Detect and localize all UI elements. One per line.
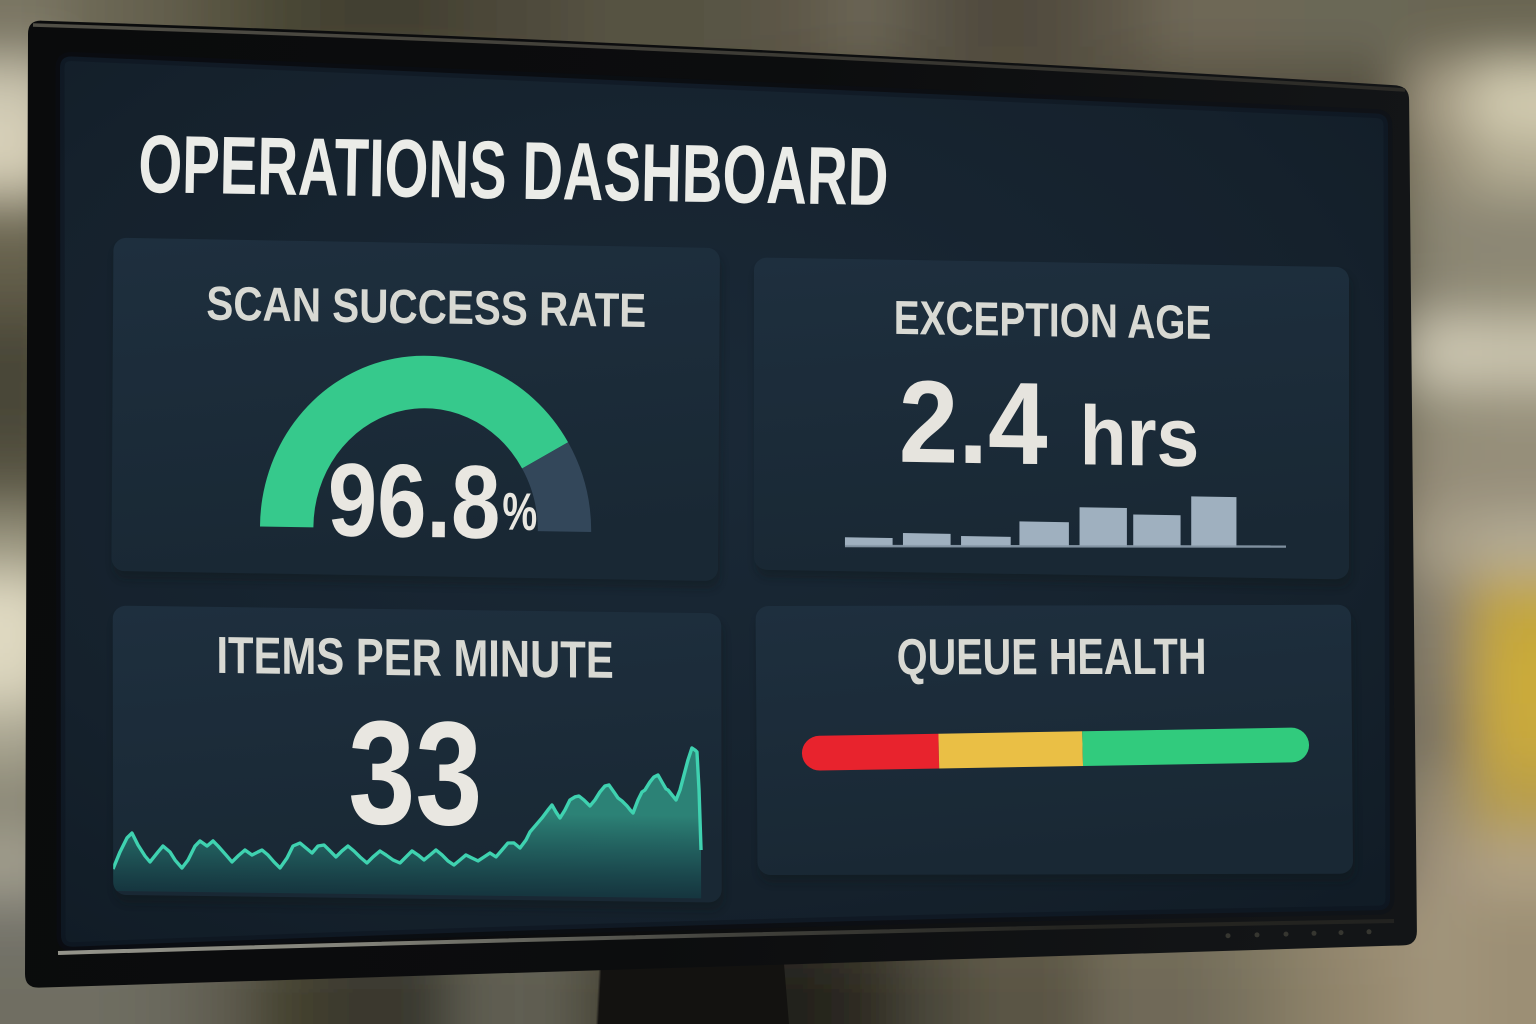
svg-text:OPERATIONS DASHBOARD: OPERATIONS DASHBOARD (138, 119, 889, 223)
svg-text:SCAN SUCCESS RATE: SCAN SUCCESS RATE (206, 277, 646, 338)
svg-text:hrs: hrs (1080, 389, 1200, 485)
svg-text:ITEMS PER MINUTE: ITEMS PER MINUTE (216, 626, 613, 690)
svg-text:%: % (502, 483, 537, 542)
svg-text:2.4: 2.4 (899, 356, 1048, 489)
svg-text:EXCEPTION AGE: EXCEPTION AGE (894, 291, 1212, 349)
svg-text:33: 33 (348, 689, 482, 856)
svg-text:QUEUE HEALTH: QUEUE HEALTH (897, 627, 1207, 685)
svg-text:96.8: 96.8 (328, 442, 501, 561)
